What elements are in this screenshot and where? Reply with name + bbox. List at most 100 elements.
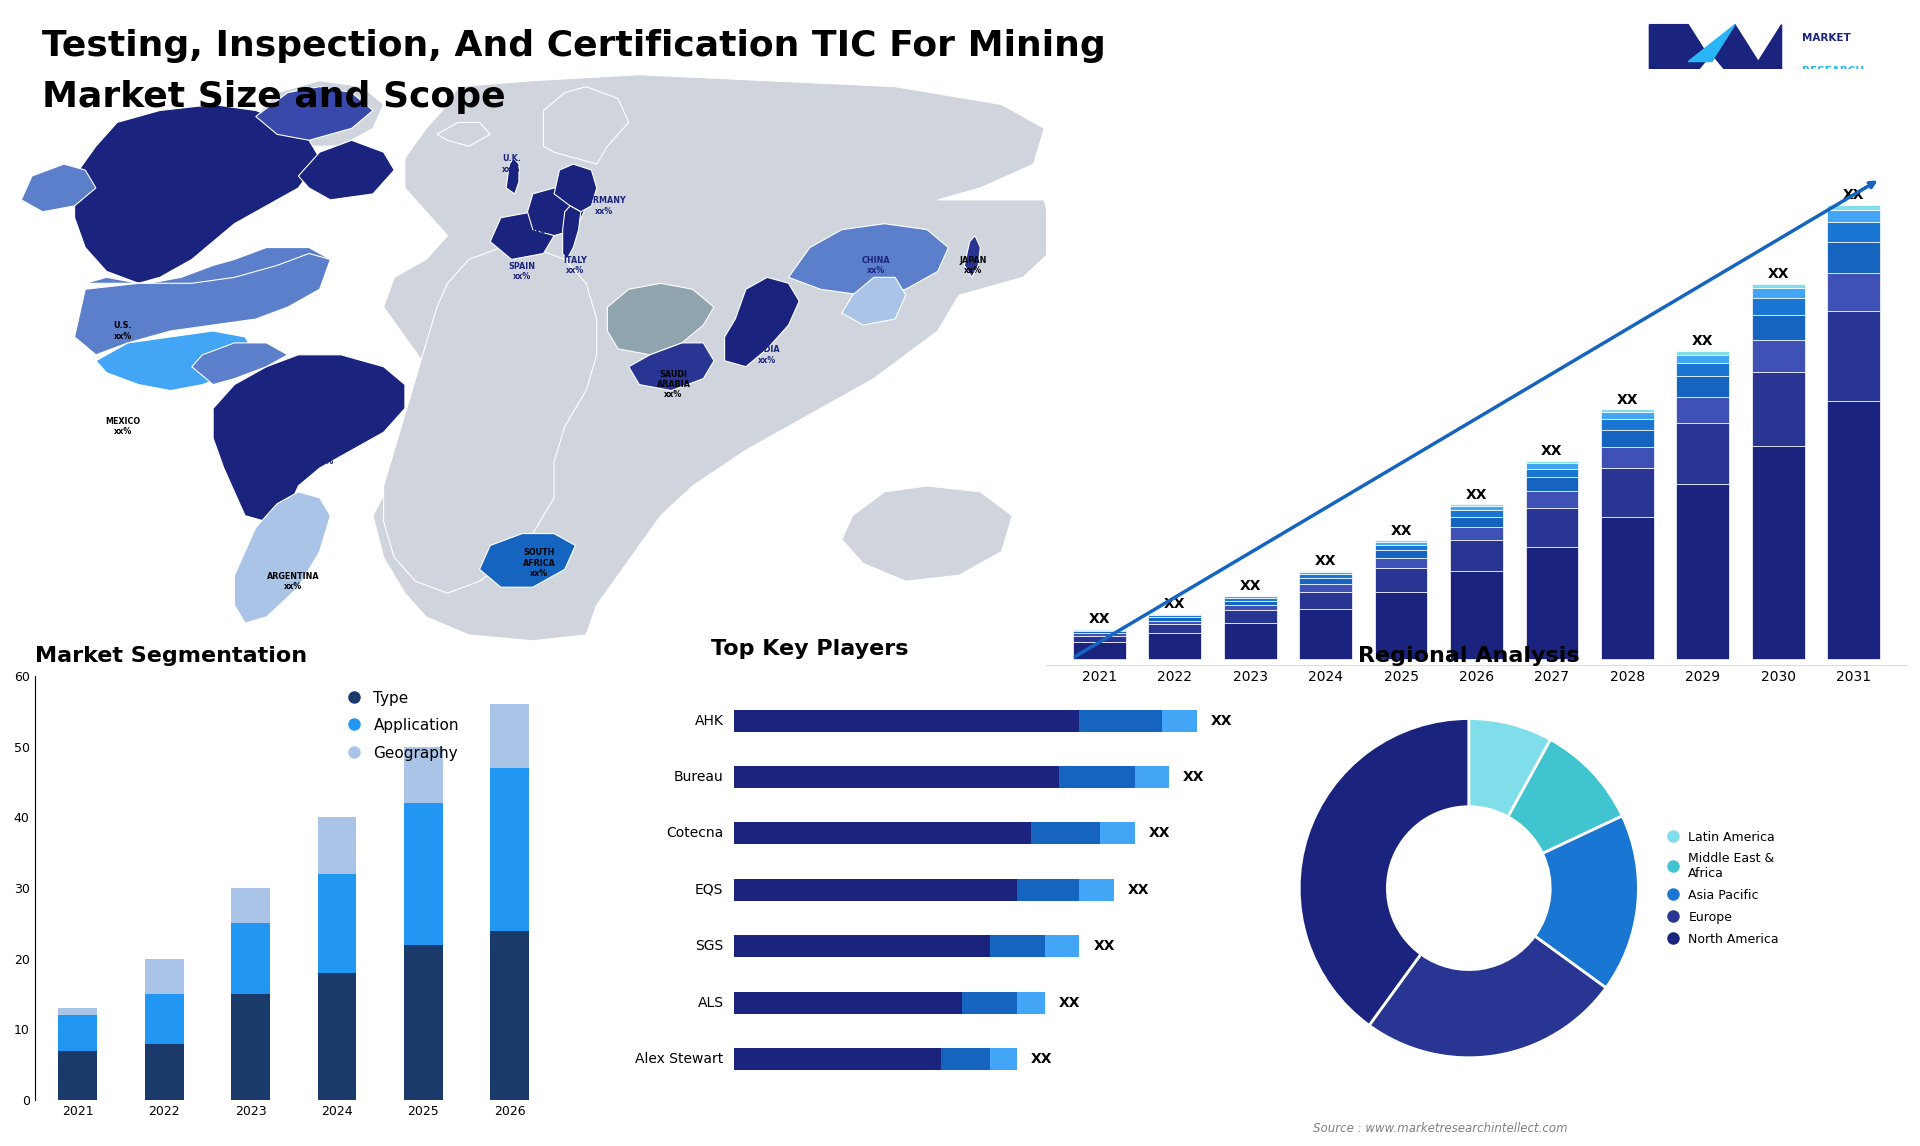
Bar xyxy=(144,959,184,994)
Wedge shape xyxy=(1507,739,1622,854)
Polygon shape xyxy=(841,277,906,325)
Bar xyxy=(1828,210,1880,222)
Text: XX: XX xyxy=(1843,188,1864,203)
Polygon shape xyxy=(384,248,597,594)
Text: XX: XX xyxy=(1542,445,1563,458)
Text: Top Key Players: Top Key Players xyxy=(710,639,908,659)
Bar xyxy=(58,1015,98,1051)
Text: Source : www.marketresearchintellect.com: Source : www.marketresearchintellect.com xyxy=(1313,1122,1567,1135)
FancyBboxPatch shape xyxy=(1135,766,1169,788)
Bar xyxy=(1676,398,1730,423)
Bar xyxy=(1300,609,1352,659)
Bar xyxy=(1526,463,1578,469)
Bar xyxy=(1676,376,1730,398)
Bar xyxy=(1751,372,1805,446)
Bar xyxy=(1601,409,1653,413)
Text: XX: XX xyxy=(1390,524,1411,537)
Legend: Type, Application, Geography: Type, Application, Geography xyxy=(344,688,463,763)
Bar xyxy=(1450,505,1503,510)
Bar xyxy=(403,944,444,1100)
Bar xyxy=(144,1044,184,1100)
Text: CANADA
xx%: CANADA xx% xyxy=(167,202,205,221)
Text: XX: XX xyxy=(1315,555,1336,568)
FancyBboxPatch shape xyxy=(733,991,962,1014)
Bar xyxy=(1601,419,1653,430)
Text: FRANCE
xx%: FRANCE xx% xyxy=(515,226,551,245)
Bar xyxy=(1223,611,1277,623)
Text: SPAIN
xx%: SPAIN xx% xyxy=(509,261,536,281)
Polygon shape xyxy=(507,158,518,194)
FancyBboxPatch shape xyxy=(989,1047,1018,1070)
Bar xyxy=(1601,447,1653,468)
Polygon shape xyxy=(841,486,1012,581)
Bar xyxy=(317,973,357,1100)
Text: XX: XX xyxy=(1148,826,1169,840)
Bar xyxy=(1375,550,1427,558)
Polygon shape xyxy=(480,534,576,587)
Bar xyxy=(1375,568,1427,591)
Bar xyxy=(1601,430,1653,447)
Bar xyxy=(1148,614,1202,615)
Bar xyxy=(1526,490,1578,508)
Bar xyxy=(1073,636,1125,642)
Bar xyxy=(1751,284,1805,289)
Text: XX: XX xyxy=(1465,487,1488,502)
FancyBboxPatch shape xyxy=(1018,991,1044,1014)
Polygon shape xyxy=(964,236,981,277)
Text: EQS: EQS xyxy=(695,882,724,897)
FancyBboxPatch shape xyxy=(962,991,1018,1014)
FancyBboxPatch shape xyxy=(989,935,1044,957)
Bar xyxy=(1223,596,1277,598)
Polygon shape xyxy=(255,80,384,147)
FancyBboxPatch shape xyxy=(733,879,1018,901)
Bar xyxy=(1223,623,1277,659)
Polygon shape xyxy=(490,212,555,259)
Polygon shape xyxy=(298,140,394,199)
Bar xyxy=(403,803,444,944)
Polygon shape xyxy=(192,343,288,385)
Legend: Latin America, Middle East &
Africa, Asia Pacific, Europe, North America: Latin America, Middle East & Africa, Asi… xyxy=(1667,829,1782,948)
Text: ALS: ALS xyxy=(697,996,724,1010)
Bar xyxy=(1300,574,1352,579)
Text: XX: XX xyxy=(1692,335,1713,348)
FancyBboxPatch shape xyxy=(733,935,989,957)
Text: SAUDI
ARABIA
xx%: SAUDI ARABIA xx% xyxy=(657,370,691,400)
FancyBboxPatch shape xyxy=(733,1047,941,1070)
Text: Cotecna: Cotecna xyxy=(666,826,724,840)
Bar xyxy=(1073,642,1125,659)
FancyBboxPatch shape xyxy=(1031,823,1100,845)
Text: XX: XX xyxy=(1183,770,1204,784)
FancyBboxPatch shape xyxy=(733,709,1079,731)
Text: AHK: AHK xyxy=(695,714,724,728)
Text: INTELLECT: INTELLECT xyxy=(1803,100,1857,108)
Bar xyxy=(1073,630,1125,631)
Text: Alex Stewart: Alex Stewart xyxy=(636,1052,724,1066)
Bar xyxy=(317,817,357,874)
Polygon shape xyxy=(528,188,584,236)
Bar xyxy=(1828,273,1880,312)
Bar xyxy=(1751,446,1805,659)
Polygon shape xyxy=(75,104,319,283)
Text: XX: XX xyxy=(1768,267,1789,282)
Bar xyxy=(1828,205,1880,210)
Bar xyxy=(1751,315,1805,340)
Bar xyxy=(1450,527,1503,541)
Bar xyxy=(490,931,530,1100)
Text: ITALY
xx%: ITALY xx% xyxy=(563,256,588,275)
Bar xyxy=(1450,504,1503,505)
Bar xyxy=(1375,591,1427,659)
Bar xyxy=(1601,468,1653,517)
Bar xyxy=(1148,620,1202,625)
Bar xyxy=(1828,243,1880,273)
Bar xyxy=(230,994,271,1100)
Polygon shape xyxy=(234,492,330,623)
Text: XX: XX xyxy=(1164,597,1185,611)
Bar xyxy=(1526,478,1578,490)
Text: CHINA
xx%: CHINA xx% xyxy=(862,256,891,275)
Polygon shape xyxy=(96,331,255,391)
Text: Bureau: Bureau xyxy=(674,770,724,784)
Text: JAPAN
xx%: JAPAN xx% xyxy=(960,256,987,275)
Bar xyxy=(230,924,271,994)
Text: XX: XX xyxy=(1031,1052,1052,1066)
Wedge shape xyxy=(1369,936,1605,1058)
